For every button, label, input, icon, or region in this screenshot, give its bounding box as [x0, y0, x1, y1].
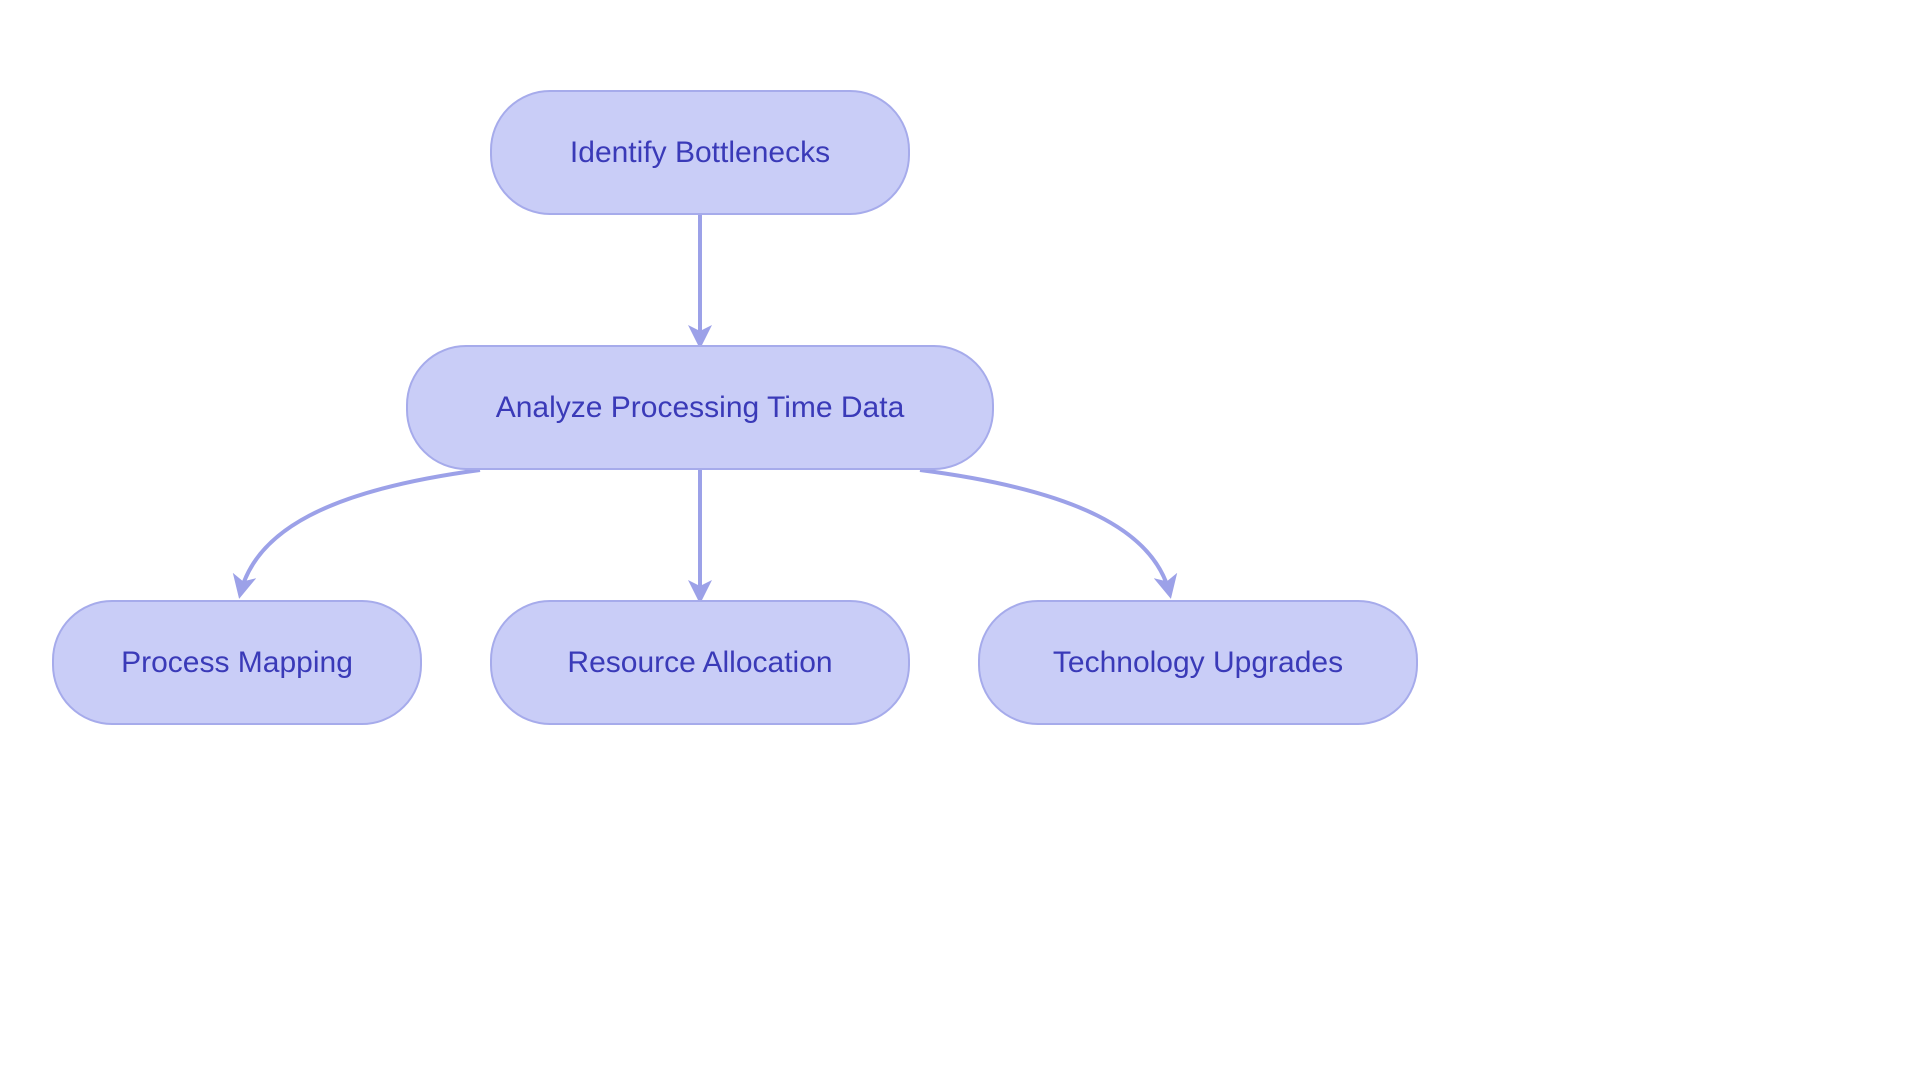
flowchart-edges [0, 0, 1920, 1083]
edge-analyze-to-process_mapping [240, 470, 480, 595]
node-label: Resource Allocation [567, 646, 832, 680]
flowchart-node-resource_allocation: Resource Allocation [490, 600, 910, 725]
flowchart-node-process_mapping: Process Mapping [52, 600, 422, 725]
node-label: Identify Bottlenecks [570, 136, 830, 170]
flowchart-node-technology_upgrades: Technology Upgrades [978, 600, 1418, 725]
node-label: Process Mapping [121, 646, 353, 680]
flowchart-container: Identify Bottlenecks Analyze Processing T… [0, 0, 1920, 1083]
node-label: Analyze Processing Time Data [496, 391, 905, 425]
edge-analyze-to-technology_upgrades [920, 470, 1170, 595]
flowchart-node-analyze: Analyze Processing Time Data [406, 345, 994, 470]
node-label: Technology Upgrades [1053, 646, 1343, 680]
flowchart-node-identify: Identify Bottlenecks [490, 90, 910, 215]
